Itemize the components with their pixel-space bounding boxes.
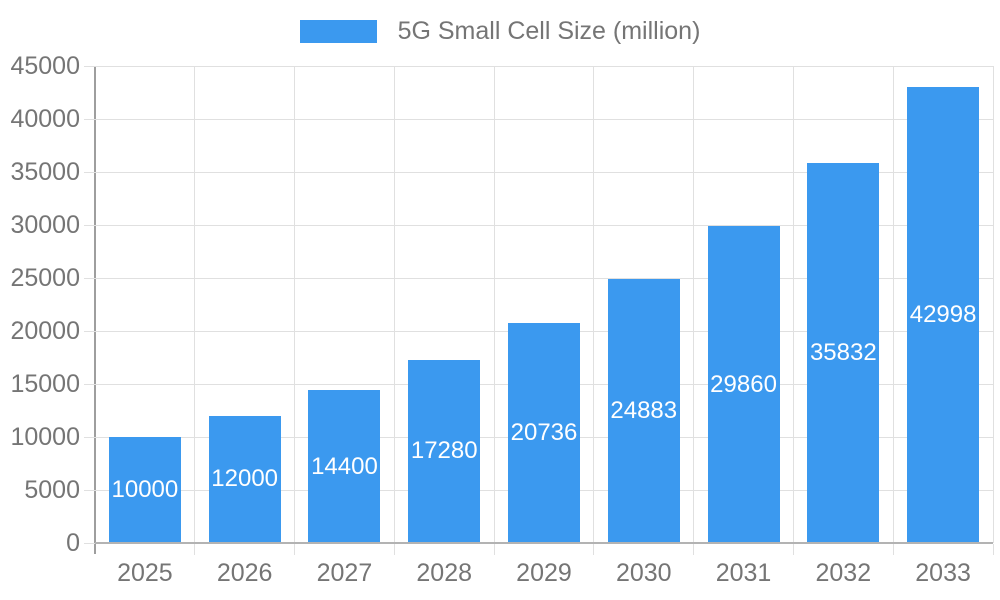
x-tick-mark-4 <box>493 544 495 555</box>
y-tick-mark-30000 <box>84 224 95 226</box>
bar-value-label-2025: 10000 <box>111 476 179 503</box>
v-gridline-4 <box>493 66 495 543</box>
v-gridline-5 <box>593 66 595 543</box>
y-tick-mark-0 <box>84 542 95 544</box>
bar-value-label-2027: 14400 <box>311 452 378 480</box>
legend-label: 5G Small Cell Size (million) <box>397 17 701 45</box>
bar-value-label-2033: 42998 <box>909 301 977 329</box>
bar-2025[interactable]: 10000 <box>108 437 181 543</box>
x-axis-tick-label-2028: 2028 <box>416 559 473 587</box>
x-axis-tick-label-2026: 2026 <box>216 559 273 587</box>
h-gridline-40000 <box>95 118 993 120</box>
x-axis-tick-label-2031: 2031 <box>715 559 772 587</box>
bar-2030[interactable]: 24883 <box>607 279 680 543</box>
bar-value-label-2026: 12000 <box>211 465 279 493</box>
y-axis-tick-label-25000: 25000 <box>10 263 80 292</box>
y-tick-mark-5000 <box>84 489 95 491</box>
x-axis-tick-label-2027: 2027 <box>316 559 373 587</box>
y-tick-mark-25000 <box>84 277 95 279</box>
v-gridline-9 <box>992 66 994 543</box>
x-axis-baseline <box>95 542 993 544</box>
x-tick-mark-1 <box>194 544 196 555</box>
bar-value-label-2029: 20736 <box>510 419 578 447</box>
h-gridline-30000 <box>95 224 993 226</box>
x-tick-mark-8 <box>892 544 894 555</box>
legend[interactable]: 5G Small Cell Size (million) <box>0 17 1000 46</box>
y-tick-mark-35000 <box>84 171 95 173</box>
y-axis-tick-label-10000: 10000 <box>10 422 80 451</box>
h-gridline-45000 <box>95 65 993 67</box>
y-axis-tick-label-0: 0 <box>66 528 80 557</box>
h-gridline-35000 <box>95 171 993 173</box>
x-axis-tick-label-2030: 2030 <box>615 559 672 587</box>
x-axis-tick-label-2032: 2032 <box>815 559 872 587</box>
v-gridline-3 <box>393 66 395 543</box>
v-gridline-8 <box>892 66 894 543</box>
y-axis-line <box>94 66 96 554</box>
h-gridline-25000 <box>95 277 993 279</box>
y-axis-tick-label-45000: 45000 <box>10 51 80 80</box>
y-tick-mark-45000 <box>84 65 95 67</box>
v-gridline-2 <box>294 66 296 543</box>
bar-2033[interactable]: 42998 <box>907 87 980 543</box>
x-tick-mark-3 <box>393 544 395 555</box>
y-tick-mark-15000 <box>84 383 95 385</box>
bar-2032[interactable]: 35832 <box>807 163 880 543</box>
bar-value-label-2031: 29860 <box>710 370 777 398</box>
y-tick-mark-40000 <box>84 118 95 120</box>
x-axis-tick-label-2033: 2033 <box>915 559 971 587</box>
x-axis-tick-label-2029: 2029 <box>516 559 572 587</box>
bar-2028[interactable]: 17280 <box>408 359 481 543</box>
v-gridline-1 <box>194 66 196 543</box>
x-tick-mark-5 <box>593 544 595 555</box>
x-tick-mark-7 <box>792 544 794 555</box>
v-gridline-7 <box>792 66 794 543</box>
bar-2026[interactable]: 12000 <box>208 415 281 543</box>
bar-value-label-2030: 24883 <box>610 397 678 425</box>
y-axis-tick-label-5000: 5000 <box>24 475 80 504</box>
legend-swatch <box>299 20 377 43</box>
v-gridline-6 <box>693 66 695 543</box>
x-axis-tick-label-2025: 2025 <box>117 559 173 587</box>
bar-2029[interactable]: 20736 <box>508 323 580 543</box>
y-axis-tick-label-40000: 40000 <box>10 104 80 133</box>
x-tick-mark-6 <box>693 544 695 555</box>
y-axis-tick-label-30000: 30000 <box>10 210 80 239</box>
y-tick-mark-10000 <box>84 436 95 438</box>
plot-area: 10000 12000 14400 17280 20736 24883 29860 35832… <box>95 65 994 543</box>
x-tick-mark-9 <box>992 544 994 555</box>
x-tick-mark-2 <box>294 544 296 555</box>
bar-value-label-2032: 35832 <box>809 339 877 367</box>
y-axis-tick-label-20000: 20000 <box>10 316 80 345</box>
y-tick-mark-20000 <box>84 330 95 332</box>
bar-value-label-2028: 17280 <box>410 437 478 465</box>
bar-2027[interactable]: 14400 <box>308 390 381 543</box>
y-axis-tick-label-15000: 15000 <box>10 369 80 398</box>
bar-2031[interactable]: 29860 <box>707 226 780 543</box>
y-axis-tick-label-35000: 35000 <box>10 157 80 186</box>
